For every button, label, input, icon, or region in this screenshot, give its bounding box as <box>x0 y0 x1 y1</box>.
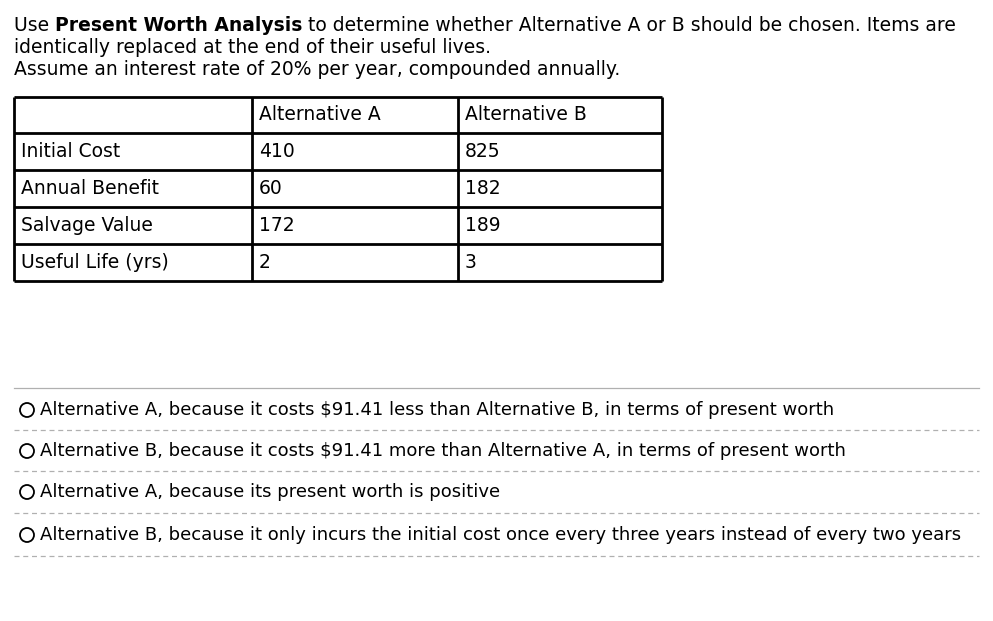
Text: 3: 3 <box>465 253 477 272</box>
Text: Alternative B, because it only incurs the initial cost once every three years in: Alternative B, because it only incurs th… <box>40 526 961 544</box>
Text: 60: 60 <box>259 179 283 198</box>
Text: Alternative B: Alternative B <box>465 106 587 124</box>
Text: Present Worth Analysis: Present Worth Analysis <box>56 16 303 35</box>
Text: Alternative A, because its present worth is positive: Alternative A, because its present worth… <box>40 483 500 501</box>
Text: Salvage Value: Salvage Value <box>21 216 153 235</box>
Text: Assume an interest rate of 20% per year, compounded annually.: Assume an interest rate of 20% per year,… <box>14 60 621 79</box>
Text: Alternative B, because it costs $91.41 more than Alternative A, in terms of pres: Alternative B, because it costs $91.41 m… <box>40 442 846 460</box>
Text: Use: Use <box>14 16 56 35</box>
Text: 182: 182 <box>465 179 500 198</box>
Text: 825: 825 <box>465 142 500 161</box>
Text: identically replaced at the end of their useful lives.: identically replaced at the end of their… <box>14 38 491 57</box>
Text: Initial Cost: Initial Cost <box>21 142 120 161</box>
Text: 410: 410 <box>259 142 295 161</box>
Text: 172: 172 <box>259 216 295 235</box>
Text: Alternative A, because it costs $91.41 less than Alternative B, in terms of pres: Alternative A, because it costs $91.41 l… <box>40 401 834 419</box>
Text: to determine whether Alternative A or B should be chosen. Items are: to determine whether Alternative A or B … <box>303 16 956 35</box>
Text: 2: 2 <box>259 253 271 272</box>
Text: Annual Benefit: Annual Benefit <box>21 179 159 198</box>
Text: 189: 189 <box>465 216 500 235</box>
Text: Useful Life (yrs): Useful Life (yrs) <box>21 253 169 272</box>
Text: Alternative A: Alternative A <box>259 106 380 124</box>
